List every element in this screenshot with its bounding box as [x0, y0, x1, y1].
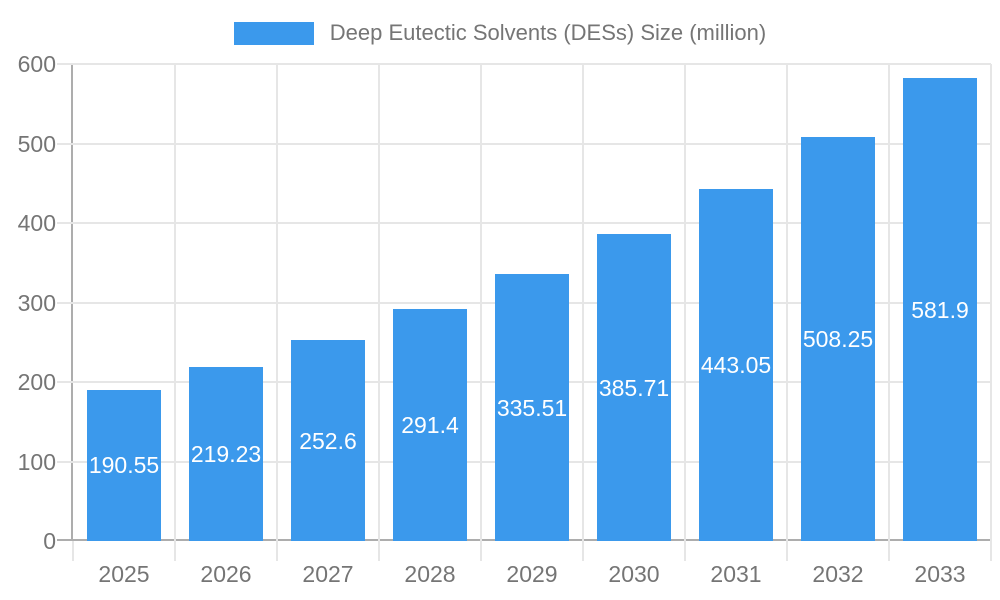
bar-2027[interactable] [291, 340, 365, 541]
bar-2032[interactable] [801, 136, 875, 541]
bar-2033[interactable] [903, 78, 977, 541]
x-tick-label-2031: 2031 [710, 561, 762, 587]
x-tick-label-2030: 2030 [608, 561, 660, 587]
legend-swatch [233, 21, 314, 45]
plot-area: 190.55 219.23 252.6 291.4 335.51 385.71 443.05… [57, 63, 992, 561]
v-gridline-8 [888, 64, 890, 561]
h-gridline-500 [57, 142, 991, 145]
y-tick-label-100: 100 [17, 448, 56, 475]
bar-2025[interactable] [87, 389, 161, 541]
h-gridline-400 [57, 222, 991, 224]
bar-value-2031: 443.05 [700, 351, 772, 378]
v-gridline-1 [174, 64, 176, 561]
legend-title-label: Deep Eutectic Solvents (DESs) Size (mill… [329, 20, 767, 45]
bar-2026[interactable] [189, 366, 263, 541]
x-tick-label-2027: 2027 [302, 561, 354, 587]
x-tick-label-2028: 2028 [404, 561, 456, 587]
chart-legend[interactable]: Deep Eutectic Solvents (DESs) Size (mill… [0, 20, 1000, 46]
bar-2030[interactable] [597, 234, 671, 541]
y-tick-label-0: 0 [43, 528, 56, 554]
h-gridline-600 [57, 63, 991, 65]
x-tick-0 [72, 541, 74, 561]
bar-2029[interactable] [495, 274, 569, 541]
x-tick-label-2033: 2033 [914, 561, 966, 587]
bar-value-2033: 581.9 [911, 296, 969, 323]
y-tick-label-300: 300 [17, 289, 56, 316]
y-tick-label-500: 500 [17, 130, 56, 157]
bar-value-2027: 252.6 [299, 427, 357, 454]
bar-value-2026: 219.23 [190, 440, 262, 467]
bar-value-2025: 190.55 [88, 452, 160, 479]
x-tick-label-2029: 2029 [506, 561, 558, 587]
v-gridline-5 [582, 64, 584, 561]
bar-2028[interactable] [393, 309, 467, 541]
v-gridline-3 [378, 64, 380, 561]
bar-value-2030: 385.71 [598, 374, 670, 401]
v-gridline-2 [276, 64, 278, 561]
bar-value-2032: 508.25 [802, 325, 874, 352]
x-tick-label-2026: 2026 [200, 561, 252, 587]
x-tick-label-2032: 2032 [812, 561, 864, 587]
bar-value-2028: 291.4 [401, 412, 459, 439]
v-gridline-4 [480, 64, 482, 561]
v-gridline-9 [990, 64, 992, 561]
y-tick-label-200: 200 [17, 369, 56, 395]
bar-value-2029: 335.51 [496, 394, 568, 421]
x-tick-label-2025: 2025 [98, 561, 150, 587]
y-tick-label-600: 600 [17, 51, 56, 77]
bar-2031[interactable] [699, 188, 773, 541]
y-tick-label-400: 400 [17, 210, 56, 236]
v-gridline-6 [684, 64, 686, 561]
v-gridline-7 [786, 64, 788, 561]
